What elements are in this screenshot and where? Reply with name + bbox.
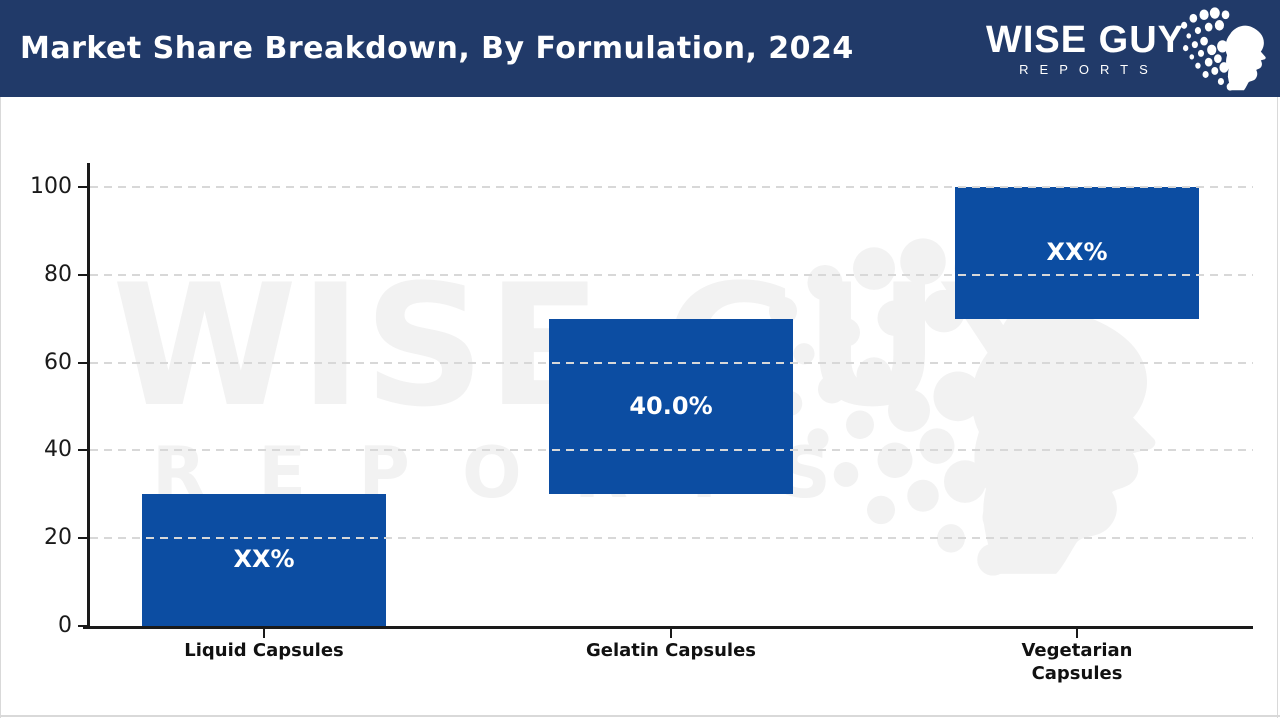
x-axis-line [83, 626, 1253, 629]
gridline [90, 537, 1253, 540]
y-tick-label: 100 [30, 174, 72, 199]
y-tick-mark [78, 625, 87, 627]
y-tick-mark [78, 361, 87, 364]
y-tick-mark [78, 537, 87, 540]
header: Market Share Breakdown, By Formulation, … [0, 0, 1280, 97]
gridline [90, 186, 1253, 188]
bar-value-label: 40.0% [629, 391, 713, 420]
category-label: Liquid Capsules [184, 640, 344, 661]
page-border-bottom [0, 715, 1280, 717]
brand-logo: WISE GUY REPORTS [986, 4, 1270, 94]
x-tick-mark [263, 629, 265, 638]
y-tick-mark [78, 449, 87, 452]
bar [549, 318, 793, 495]
brand-sub: REPORTS [1019, 61, 1159, 77]
gridline [90, 449, 1253, 452]
brand-text: WISE GUY REPORTS [985, 19, 1184, 77]
y-tick-label: 80 [44, 261, 72, 287]
y-tick-label: 40 [44, 437, 72, 463]
y-tick-mark [78, 186, 87, 188]
x-tick-mark [1076, 629, 1078, 638]
bar-value-label: XX% [233, 545, 295, 574]
page-border-left [0, 97, 1, 718]
y-tick-label: 0 [58, 613, 72, 638]
bar [955, 187, 1199, 319]
y-axis-line [87, 163, 90, 629]
y-tick-label: 60 [44, 349, 72, 375]
category-label: Gelatin Capsules [585, 640, 756, 661]
bar [142, 494, 386, 626]
y-tick-label: 20 [44, 525, 72, 551]
gridline [90, 273, 1253, 276]
chart-area: 0 20 40 60 80 100 XX% Liquid Capsules 40.0% Gelat… [0, 97, 1280, 720]
brand-face-dots-icon [1181, 7, 1266, 91]
gridline [90, 361, 1253, 364]
bar-value-label: XX% [1046, 237, 1108, 266]
y-tick-mark [78, 273, 87, 276]
category-label: Vegetarian Capsules [1021, 640, 1133, 684]
page-title: Market Share Breakdown, By Formulation, … [20, 31, 854, 66]
page-border-right [1277, 97, 1278, 718]
x-tick-mark [670, 629, 672, 638]
brand-name: WISE GUY [985, 19, 1184, 62]
